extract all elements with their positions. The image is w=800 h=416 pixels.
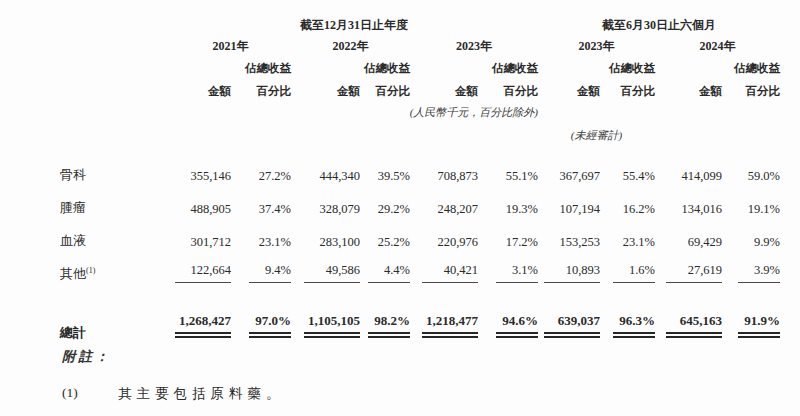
cell-value: 107,194 xyxy=(538,188,600,221)
cell-value: 59.0% xyxy=(722,150,780,188)
cell-value: 3.9% xyxy=(738,263,780,283)
total-value: 94.6% xyxy=(496,313,538,334)
total-value: 639,037 xyxy=(544,313,600,334)
pct-header-line1: 佔總收益 xyxy=(478,55,538,78)
row-label: 腫瘤 xyxy=(60,188,170,221)
cell-value: 248,207 xyxy=(410,188,478,221)
amount-header: 金額 xyxy=(538,78,600,101)
document-page: 截至12月31日止年度 截至6月30日止六個月 2021年 2022年 2023… xyxy=(0,0,800,416)
table-row-total: 總計 1,268,427 97.0% 1,105,105 98.2% 1,218… xyxy=(60,313,780,342)
table-row-hematology: 血液 301,712 23.1% 283,100 25.2% 220,976 1… xyxy=(60,221,780,254)
cell-value: 55.4% xyxy=(600,150,655,188)
pct-header-line1: 佔總收益 xyxy=(360,55,410,78)
pct-of-revenue-header-row: 佔總收益 佔總收益 佔總收益 佔總收益 佔總收益 xyxy=(60,55,780,78)
cell-value: 134,016 xyxy=(655,188,722,221)
cell-value: 29.2% xyxy=(360,188,410,221)
group-header-annual: 截至12月31日止年度 xyxy=(170,10,538,34)
total-value: 1,218,477 xyxy=(422,313,478,334)
cell-value: 19.3% xyxy=(478,188,538,221)
unit-note-row: (人民幣千元，百分比除外) xyxy=(60,101,780,120)
table-row-orthopedics: 骨科 355,146 27.2% 444,340 39.5% 708,873 5… xyxy=(60,150,780,188)
total-value: 1,105,105 xyxy=(304,313,360,334)
unaudited-note-row: (未經審計) xyxy=(60,120,780,150)
pct-header-line1: 佔總收益 xyxy=(722,55,780,78)
notes-heading: 附註： xyxy=(62,348,112,366)
cell-value: 27,619 xyxy=(666,263,722,283)
pct-header-line1: 佔總收益 xyxy=(600,55,655,78)
cell-value: 301,712 xyxy=(170,221,231,254)
cell-value: 444,340 xyxy=(291,150,360,188)
cell-value: 27.2% xyxy=(231,150,291,188)
cell-value: 10,893 xyxy=(544,263,600,283)
cell-value: 488,905 xyxy=(170,188,231,221)
footnote-marker: (1) xyxy=(62,385,78,401)
cell-value: 367,697 xyxy=(538,150,600,188)
cell-value: 4.4% xyxy=(368,263,410,283)
amount-header: 金額 xyxy=(170,78,231,101)
footnote-text: 其主要包括原料藥。 xyxy=(118,385,285,403)
spacer-row xyxy=(60,287,780,313)
footnote-ref: (1) xyxy=(86,266,95,275)
cell-value: 69,429 xyxy=(655,221,722,254)
table-row-oncology: 腫瘤 488,905 37.4% 328,079 29.2% 248,207 1… xyxy=(60,188,780,221)
pct-header-line2: 百分比 xyxy=(360,78,410,101)
year-header-row: 2021年 2022年 2023年 2023年 2024年 xyxy=(60,34,780,55)
cell-value: 19.1% xyxy=(722,188,780,221)
pct-header-line2: 百分比 xyxy=(478,78,538,101)
total-value: 91.9% xyxy=(738,313,780,334)
cell-value: 55.1% xyxy=(478,150,538,188)
total-value: 645,163 xyxy=(666,313,722,334)
amount-pct-header-row: 金額 百分比 金額 百分比 金額 百分比 金額 百分比 金額 百分比 xyxy=(60,78,780,101)
year-2024-interim-header: 2024年 xyxy=(655,34,780,55)
amount-header: 金額 xyxy=(291,78,360,101)
header-spacer xyxy=(60,10,170,34)
cell-value: 39.5% xyxy=(360,150,410,188)
year-2022-header: 2022年 xyxy=(291,34,410,55)
cell-value: 40,421 xyxy=(422,263,478,283)
cell-value: 153,253 xyxy=(538,221,600,254)
year-2023-header: 2023年 xyxy=(410,34,538,55)
total-value: 98.2% xyxy=(368,313,410,334)
unaudited-note: (未經審計) xyxy=(538,120,655,150)
row-label: 血液 xyxy=(60,221,170,254)
total-value: 97.0% xyxy=(249,313,291,334)
group-header-interim: 截至6月30日止六個月 xyxy=(538,10,780,34)
pct-header-line1: 佔總收益 xyxy=(231,55,291,78)
pct-header-line2: 百分比 xyxy=(722,78,780,101)
unit-note: (人民幣千元，百分比除外) xyxy=(170,101,538,120)
amount-header: 金額 xyxy=(410,78,478,101)
cell-value: 17.2% xyxy=(478,221,538,254)
cell-value: 37.4% xyxy=(231,188,291,221)
cell-value: 9.9% xyxy=(722,221,780,254)
cell-value: 220,976 xyxy=(410,221,478,254)
cell-value: 25.2% xyxy=(360,221,410,254)
cell-value: 122,664 xyxy=(175,263,231,283)
row-label: 骨科 xyxy=(60,150,170,188)
cell-value: 708,873 xyxy=(410,150,478,188)
cell-value: 414,099 xyxy=(655,150,722,188)
cell-value: 23.1% xyxy=(231,221,291,254)
cell-value: 3.1% xyxy=(496,263,538,283)
cell-value: 23.1% xyxy=(600,221,655,254)
table-row-others: 其他(1) 122,664 9.4% 49,586 4.4% 40,421 3.… xyxy=(60,254,780,287)
cell-value: 9.4% xyxy=(249,263,291,283)
pct-header-line2: 百分比 xyxy=(600,78,655,101)
pct-header-line2: 百分比 xyxy=(231,78,291,101)
cell-value: 283,100 xyxy=(291,221,360,254)
cell-value: 1.6% xyxy=(613,263,655,283)
total-value: 96.3% xyxy=(613,313,655,334)
year-2021-header: 2021年 xyxy=(170,34,291,55)
cell-value: 49,586 xyxy=(304,263,360,283)
row-label: 其他 xyxy=(60,266,86,281)
cell-value: 328,079 xyxy=(291,188,360,221)
revenue-breakdown-table: 截至12月31日止年度 截至6月30日止六個月 2021年 2022年 2023… xyxy=(60,10,780,342)
cell-value: 355,146 xyxy=(170,150,231,188)
total-label: 總計 xyxy=(60,313,170,342)
cell-value: 16.2% xyxy=(600,188,655,221)
group-header-row: 截至12月31日止年度 截至6月30日止六個月 xyxy=(60,10,780,34)
amount-header: 金額 xyxy=(655,78,722,101)
year-2023-interim-header: 2023年 xyxy=(538,34,655,55)
total-value: 1,268,427 xyxy=(175,313,231,334)
